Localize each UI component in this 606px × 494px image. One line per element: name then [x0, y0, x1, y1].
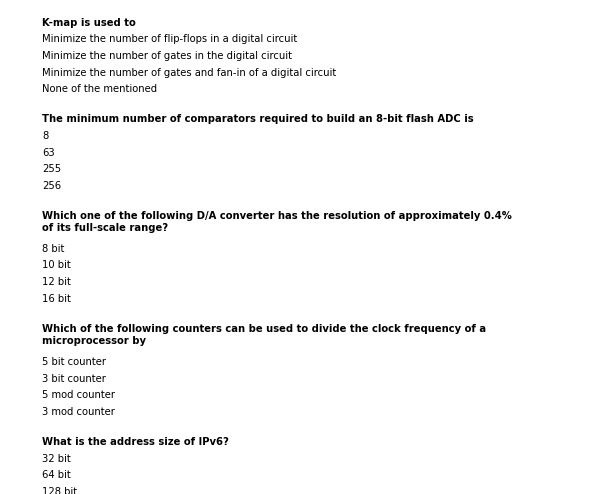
- Text: 12 bit: 12 bit: [42, 277, 71, 287]
- Text: What is the address size of IPv6?: What is the address size of IPv6?: [42, 437, 229, 447]
- Text: 3 bit counter: 3 bit counter: [42, 373, 106, 383]
- Text: 8 bit: 8 bit: [42, 244, 64, 254]
- Text: 32 bit: 32 bit: [42, 453, 71, 463]
- Text: K-map is used to: K-map is used to: [42, 18, 136, 28]
- Text: 256: 256: [42, 180, 61, 191]
- Text: Minimize the number of gates and fan-in of a digital circuit: Minimize the number of gates and fan-in …: [42, 68, 336, 78]
- Text: The minimum number of comparators required to build an 8-bit flash ADC is: The minimum number of comparators requir…: [42, 115, 474, 124]
- Text: 3 mod counter: 3 mod counter: [42, 407, 115, 416]
- Text: 128 bit: 128 bit: [42, 487, 77, 494]
- Text: 8: 8: [42, 131, 48, 141]
- Text: Minimize the number of gates in the digital circuit: Minimize the number of gates in the digi…: [42, 51, 292, 61]
- Text: None of the mentioned: None of the mentioned: [42, 84, 157, 94]
- Text: 5 bit counter: 5 bit counter: [42, 357, 106, 367]
- Text: 64 bit: 64 bit: [42, 470, 71, 480]
- Text: Which of the following counters can be used to divide the clock frequency of a
m: Which of the following counters can be u…: [42, 324, 486, 346]
- Text: Minimize the number of flip-flops in a digital circuit: Minimize the number of flip-flops in a d…: [42, 35, 298, 44]
- Text: 10 bit: 10 bit: [42, 260, 71, 271]
- Text: 255: 255: [42, 164, 61, 174]
- Text: Which one of the following D/A converter has the resolution of approximately 0.4: Which one of the following D/A converter…: [42, 211, 512, 233]
- Text: 5 mod counter: 5 mod counter: [42, 390, 115, 400]
- Text: 63: 63: [42, 148, 55, 158]
- Text: 16 bit: 16 bit: [42, 293, 71, 303]
